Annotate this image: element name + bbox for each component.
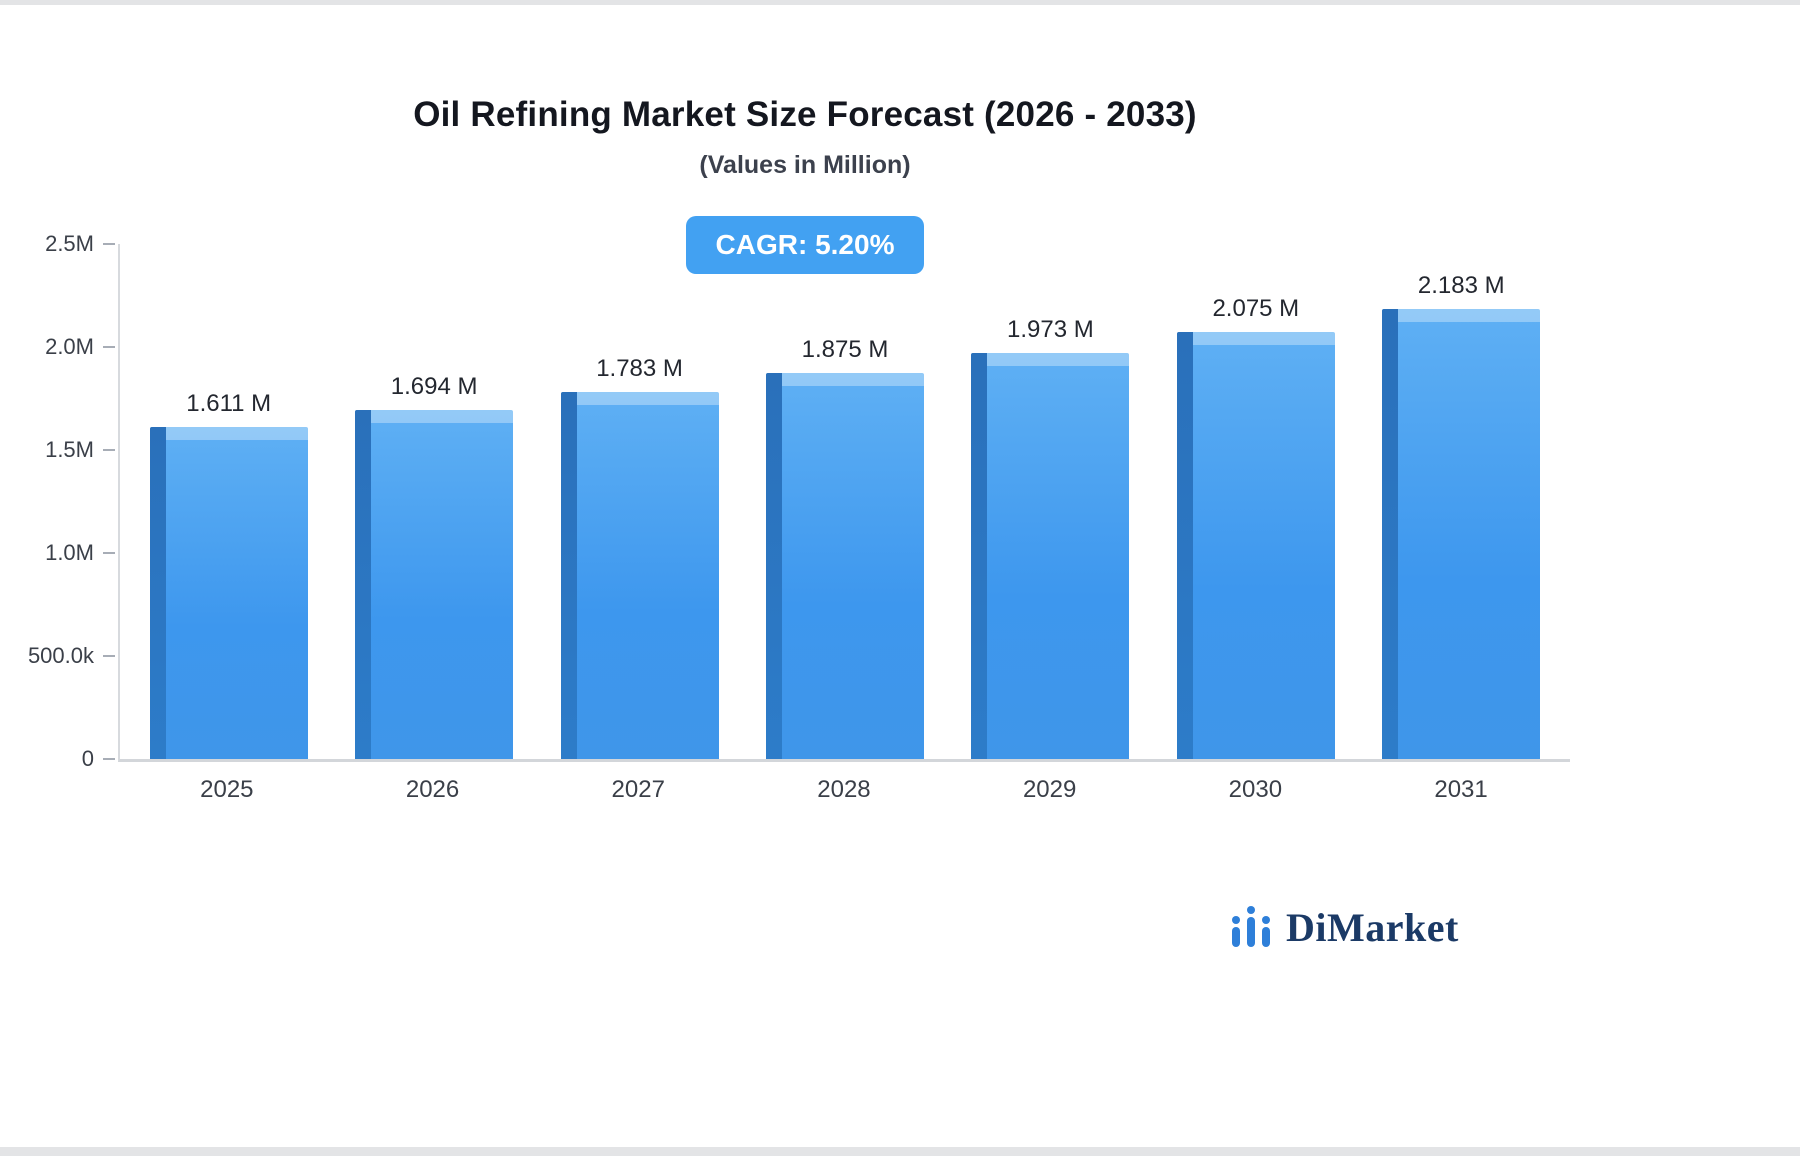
y-tick: 1.5M xyxy=(40,437,118,463)
y-tick: 500.0k xyxy=(28,643,118,669)
bar-value-label: 2.183 M xyxy=(1417,272,1505,300)
bar-group: 1.783 M xyxy=(537,244,742,760)
y-tick-mark xyxy=(103,552,115,554)
chart-subtitle: (Values in Million) xyxy=(699,151,911,179)
bar-value-label: 1.783 M xyxy=(596,354,683,382)
y-tick-mark xyxy=(103,655,115,657)
y-tick-mark xyxy=(103,449,115,451)
chart-area: 2.5M 2.0M 1.5M 1.0M 500.0k 0 1.611 M 1.694 M 1.… xyxy=(28,231,1570,804)
bar-value-label: 1.875 M xyxy=(801,335,889,363)
x-axis-label: 2028 xyxy=(817,776,871,803)
bar-group: 1.694 M xyxy=(332,244,537,759)
bar-group: 1.875 M xyxy=(742,244,947,760)
bar-2029[interactable] xyxy=(971,352,1130,760)
bars: 1.611 M 1.694 M 1.783 M 1.875 M 1.973 M 2.075… xyxy=(120,244,1570,760)
bar-group: 1.973 M xyxy=(948,244,1153,760)
bar-chart-icon xyxy=(1228,903,1274,951)
y-tick-label: 2.0M xyxy=(45,334,94,359)
brand-logo-text: DiMarket xyxy=(1286,904,1459,950)
y-tick-mark xyxy=(103,346,115,348)
page-top-border xyxy=(0,0,1800,5)
page-bottom-border xyxy=(0,1147,1800,1156)
x-axis-label: 2025 xyxy=(200,776,254,803)
bar-value-label: 1.611 M xyxy=(186,390,272,418)
bar-value-label: 1.973 M xyxy=(1007,315,1094,343)
badge-row: CAGR: 5.20% xyxy=(40,216,1570,274)
y-tick: 0 xyxy=(40,746,118,772)
x-axis-label: 2030 xyxy=(1228,776,1283,803)
plot-area: 2.5M 2.0M 1.5M 1.0M 500.0k 0 1.611 M 1.694 M 1.… xyxy=(28,231,1570,771)
y-tick-mark xyxy=(103,243,115,245)
bar-value-label: 1.694 M xyxy=(390,373,478,401)
bar-group: 2.075 M xyxy=(1153,244,1358,760)
x-axis-label: 2026 xyxy=(405,776,460,803)
y-tick-label: 2.5M xyxy=(45,231,94,256)
bar-2025[interactable] xyxy=(149,427,308,759)
y-tick-mark xyxy=(103,758,115,760)
x-axis-labels: 2025 2026 2027 2028 2029 2030 2031 xyxy=(118,776,1570,804)
bar-2031[interactable] xyxy=(1382,309,1541,759)
bar-2028[interactable] xyxy=(765,372,924,760)
y-tick: 1.0M xyxy=(40,540,118,566)
y-tick-label: 0 xyxy=(81,746,94,771)
chart-title: Oil Refining Market Size Forecast (2026 … xyxy=(413,95,1197,134)
y-tick-label: 500.0k xyxy=(27,643,94,668)
bar-group: 2.183 M xyxy=(1359,244,1564,759)
bar-group: 1.611 M xyxy=(126,244,331,759)
x-axis-label: 2029 xyxy=(1022,776,1077,803)
bar-value-label: 2.075 M xyxy=(1212,294,1300,322)
cagr-badge: CAGR: 5.20% xyxy=(685,216,925,274)
brand-logo[interactable]: DiMarket xyxy=(1228,903,1459,951)
x-axis-label: 2031 xyxy=(1434,776,1488,803)
chart-card: Oil Refining Market Size Forecast (2026 … xyxy=(28,0,1570,804)
bar-2030[interactable] xyxy=(1176,331,1335,760)
y-tick: 2.0M xyxy=(40,334,118,360)
x-axis-label: 2027 xyxy=(611,776,665,803)
y-tick-label: 1.5M xyxy=(45,437,94,462)
y-tick: 2.5M xyxy=(40,231,118,257)
bar-2027[interactable] xyxy=(560,391,719,760)
y-tick-label: 1.0M xyxy=(45,540,94,565)
bar-2026[interactable] xyxy=(355,410,514,759)
